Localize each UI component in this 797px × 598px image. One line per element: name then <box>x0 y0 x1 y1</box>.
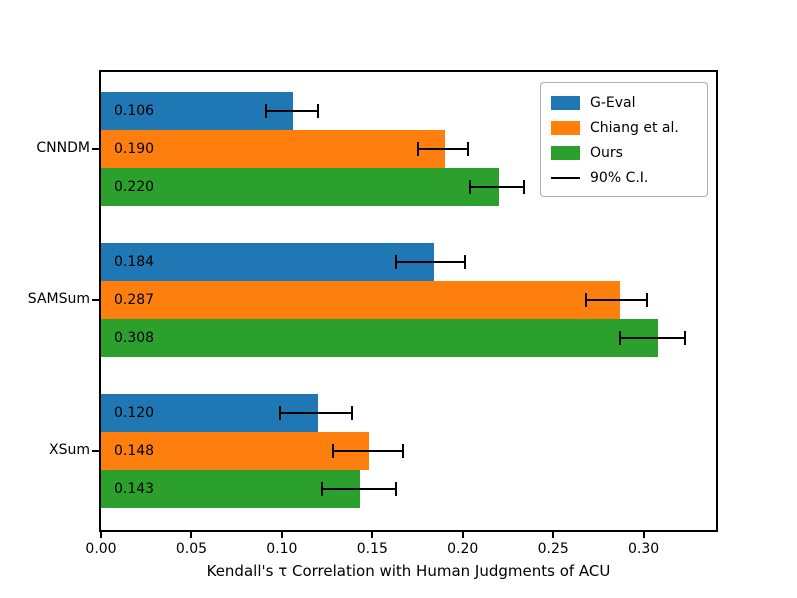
error-bar-cap <box>264 104 267 118</box>
x-tick-label: 0.00 <box>85 541 117 557</box>
bar-value-label: 0.106 <box>114 103 155 119</box>
bar-value-label: 0.308 <box>114 330 155 346</box>
x-tick-mark <box>642 532 645 538</box>
legend-label: Chiang et al. <box>590 119 679 136</box>
y-tick-label-cnndm: CNNDM <box>36 140 90 156</box>
y-tick-label-xsum: XSum <box>49 442 90 458</box>
bar-xsum-chiang-et-al <box>101 432 369 470</box>
error-bar <box>265 110 319 112</box>
bar-cnndm-chiang-et-al <box>101 130 445 168</box>
x-tick-mark <box>280 532 283 538</box>
x-tick-mark <box>371 532 374 538</box>
x-tick-mark <box>190 532 193 538</box>
error-bar-cap <box>646 293 649 307</box>
error-bar-cap <box>584 293 587 307</box>
legend: G-Eval Chiang et al. Ours 90% C.I. <box>540 82 708 197</box>
error-bar-cap <box>394 255 397 269</box>
error-bar-cap <box>684 331 687 345</box>
error-bar-cap <box>402 444 405 458</box>
x-tick-label: 0.30 <box>628 541 660 557</box>
legend-label: Ours <box>590 144 623 161</box>
bar-value-label: 0.220 <box>114 179 155 195</box>
legend-color-swatch <box>551 95 580 110</box>
y-tick-mark <box>92 299 99 301</box>
legend-color-swatch <box>551 145 580 160</box>
bar-value-label: 0.120 <box>114 405 155 421</box>
bar-cnndm-g-eval <box>101 92 293 130</box>
error-bar <box>321 488 396 490</box>
error-bar-cap <box>394 482 397 496</box>
x-tick-mark <box>100 532 102 538</box>
bar-value-label: 0.148 <box>114 443 155 459</box>
x-tick-mark <box>552 532 555 538</box>
bar-samsum-ours <box>101 319 659 357</box>
legend-label: 90% C.I. <box>590 169 649 186</box>
error-bar-cap <box>469 180 471 194</box>
legend-line-swatch <box>551 176 580 179</box>
bar-value-label: 0.184 <box>114 254 155 270</box>
y-tick-mark <box>92 148 99 150</box>
bar-value-label: 0.287 <box>114 292 155 308</box>
bar-samsum-g-eval <box>101 243 434 281</box>
bar-cnndm-ours <box>101 168 499 206</box>
bar-value-label: 0.190 <box>114 141 155 157</box>
error-bar-cap <box>416 142 419 156</box>
x-tick-label: 0.20 <box>447 541 479 557</box>
error-bar-cap <box>463 255 466 269</box>
error-bar <box>470 186 525 188</box>
error-bar-cap <box>523 180 526 194</box>
error-bar <box>280 412 353 414</box>
error-bar-cap <box>317 104 320 118</box>
error-bar <box>620 337 686 339</box>
legend-entry: G-Eval <box>551 90 697 115</box>
error-bar <box>395 261 465 263</box>
y-tick-mark <box>92 450 99 452</box>
error-bar-cap <box>351 406 354 420</box>
error-bar <box>585 299 648 301</box>
error-bar-cap <box>320 482 323 496</box>
legend-entry: Ours <box>551 140 697 165</box>
error-bar-cap <box>619 331 622 345</box>
error-bar-cap <box>331 444 334 458</box>
bar-samsum-chiang-et-al <box>101 281 621 319</box>
x-tick-label: 0.15 <box>356 541 388 557</box>
y-tick-label-samsum: SAMSum <box>27 291 90 307</box>
x-tick-label: 0.25 <box>537 541 569 557</box>
legend-color-swatch <box>551 120 580 135</box>
x-tick-label: 0.05 <box>175 541 208 557</box>
error-bar-cap <box>279 406 282 420</box>
legend-label: G-Eval <box>590 94 636 111</box>
x-axis-label: Kendall's τ Correlation with Human Judgm… <box>206 562 611 580</box>
error-bar <box>332 450 404 452</box>
x-tick-mark <box>461 532 464 538</box>
error-bar <box>417 148 469 150</box>
legend-entry: Chiang et al. <box>551 115 697 140</box>
bar-value-label: 0.143 <box>114 481 155 497</box>
x-tick-label: 0.10 <box>266 541 298 557</box>
error-bar-cap <box>467 142 470 156</box>
legend-entry: 90% C.I. <box>551 165 697 190</box>
bar-xsum-ours <box>101 470 360 508</box>
